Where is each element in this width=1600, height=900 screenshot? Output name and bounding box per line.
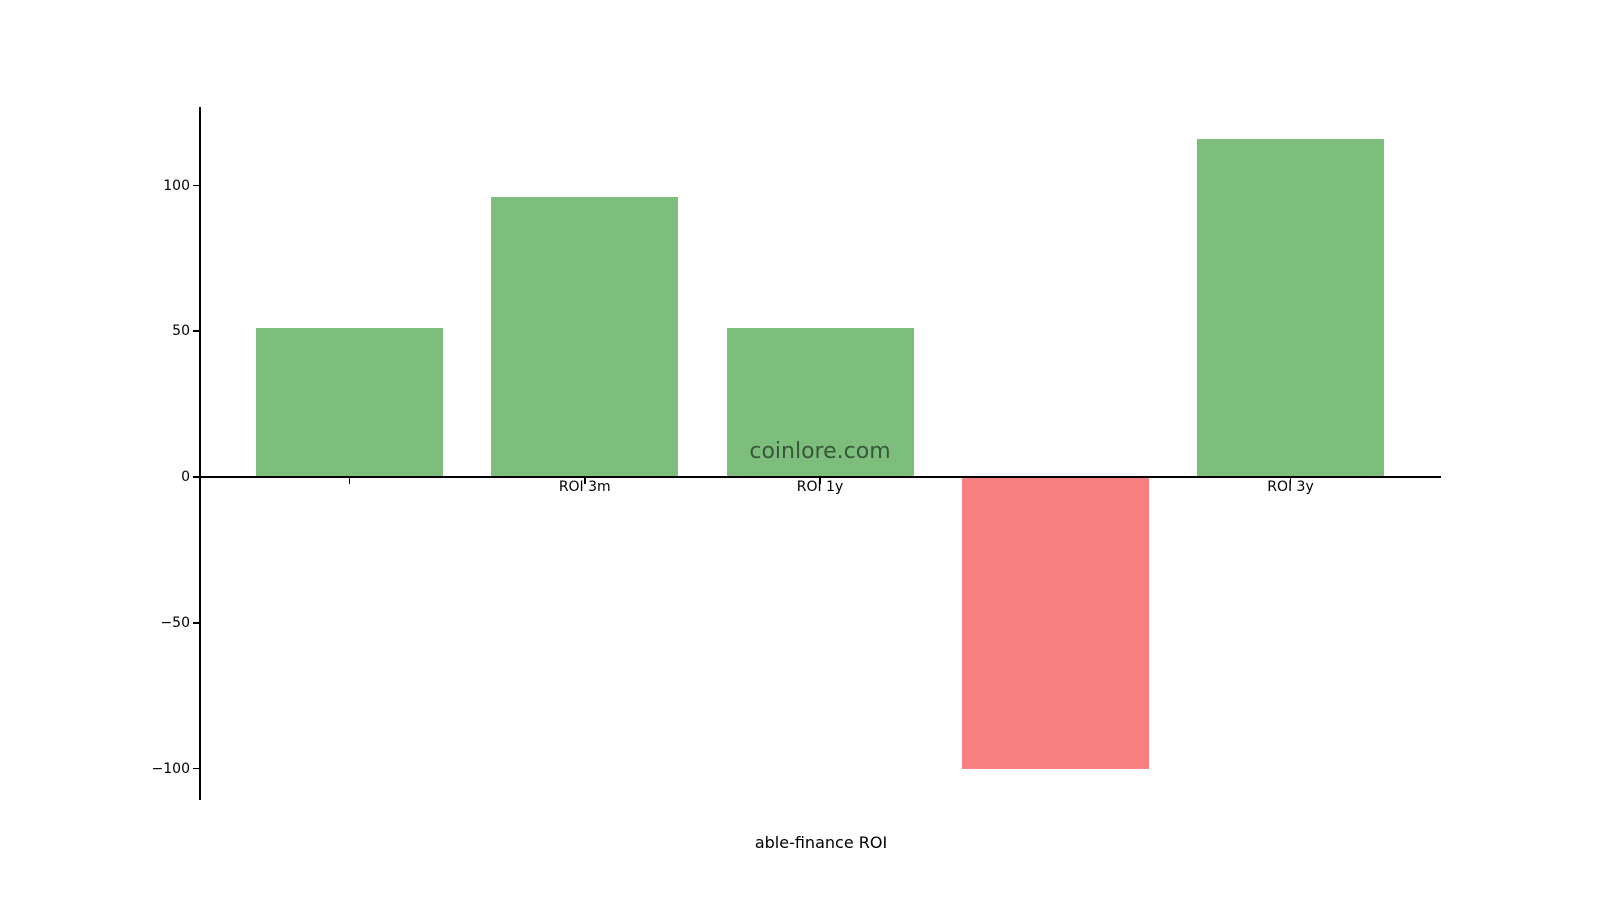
bar xyxy=(726,328,914,477)
bar xyxy=(961,477,1149,769)
y-tick-label: −100 xyxy=(151,760,190,777)
y-tick-label: 50 xyxy=(172,323,190,340)
y-tick-label: 100 xyxy=(163,177,190,194)
bar xyxy=(256,328,443,477)
x-tick xyxy=(348,477,351,484)
chart-xlabel: able-finance ROI xyxy=(754,833,888,852)
x-tick-label: ROI 3m xyxy=(558,479,611,495)
y-tick xyxy=(193,621,200,624)
bar xyxy=(1197,138,1384,477)
y-axis-line xyxy=(199,107,201,800)
x-tick xyxy=(1289,477,1292,484)
x-tick xyxy=(583,477,586,484)
x-tick-label: ROI 3y xyxy=(1267,479,1314,495)
y-tick xyxy=(193,767,200,770)
y-tick-label: 0 xyxy=(181,469,190,485)
y-tick xyxy=(193,476,200,478)
x-tick-label: ROI 1y xyxy=(796,479,844,495)
y-tick-label: −50 xyxy=(160,614,190,631)
y-tick xyxy=(193,184,200,187)
x-axis-line xyxy=(199,476,1441,478)
bar xyxy=(491,197,679,477)
x-tick xyxy=(819,477,821,484)
y-tick xyxy=(193,330,200,333)
watermark-text: coinlore.com xyxy=(749,439,891,464)
